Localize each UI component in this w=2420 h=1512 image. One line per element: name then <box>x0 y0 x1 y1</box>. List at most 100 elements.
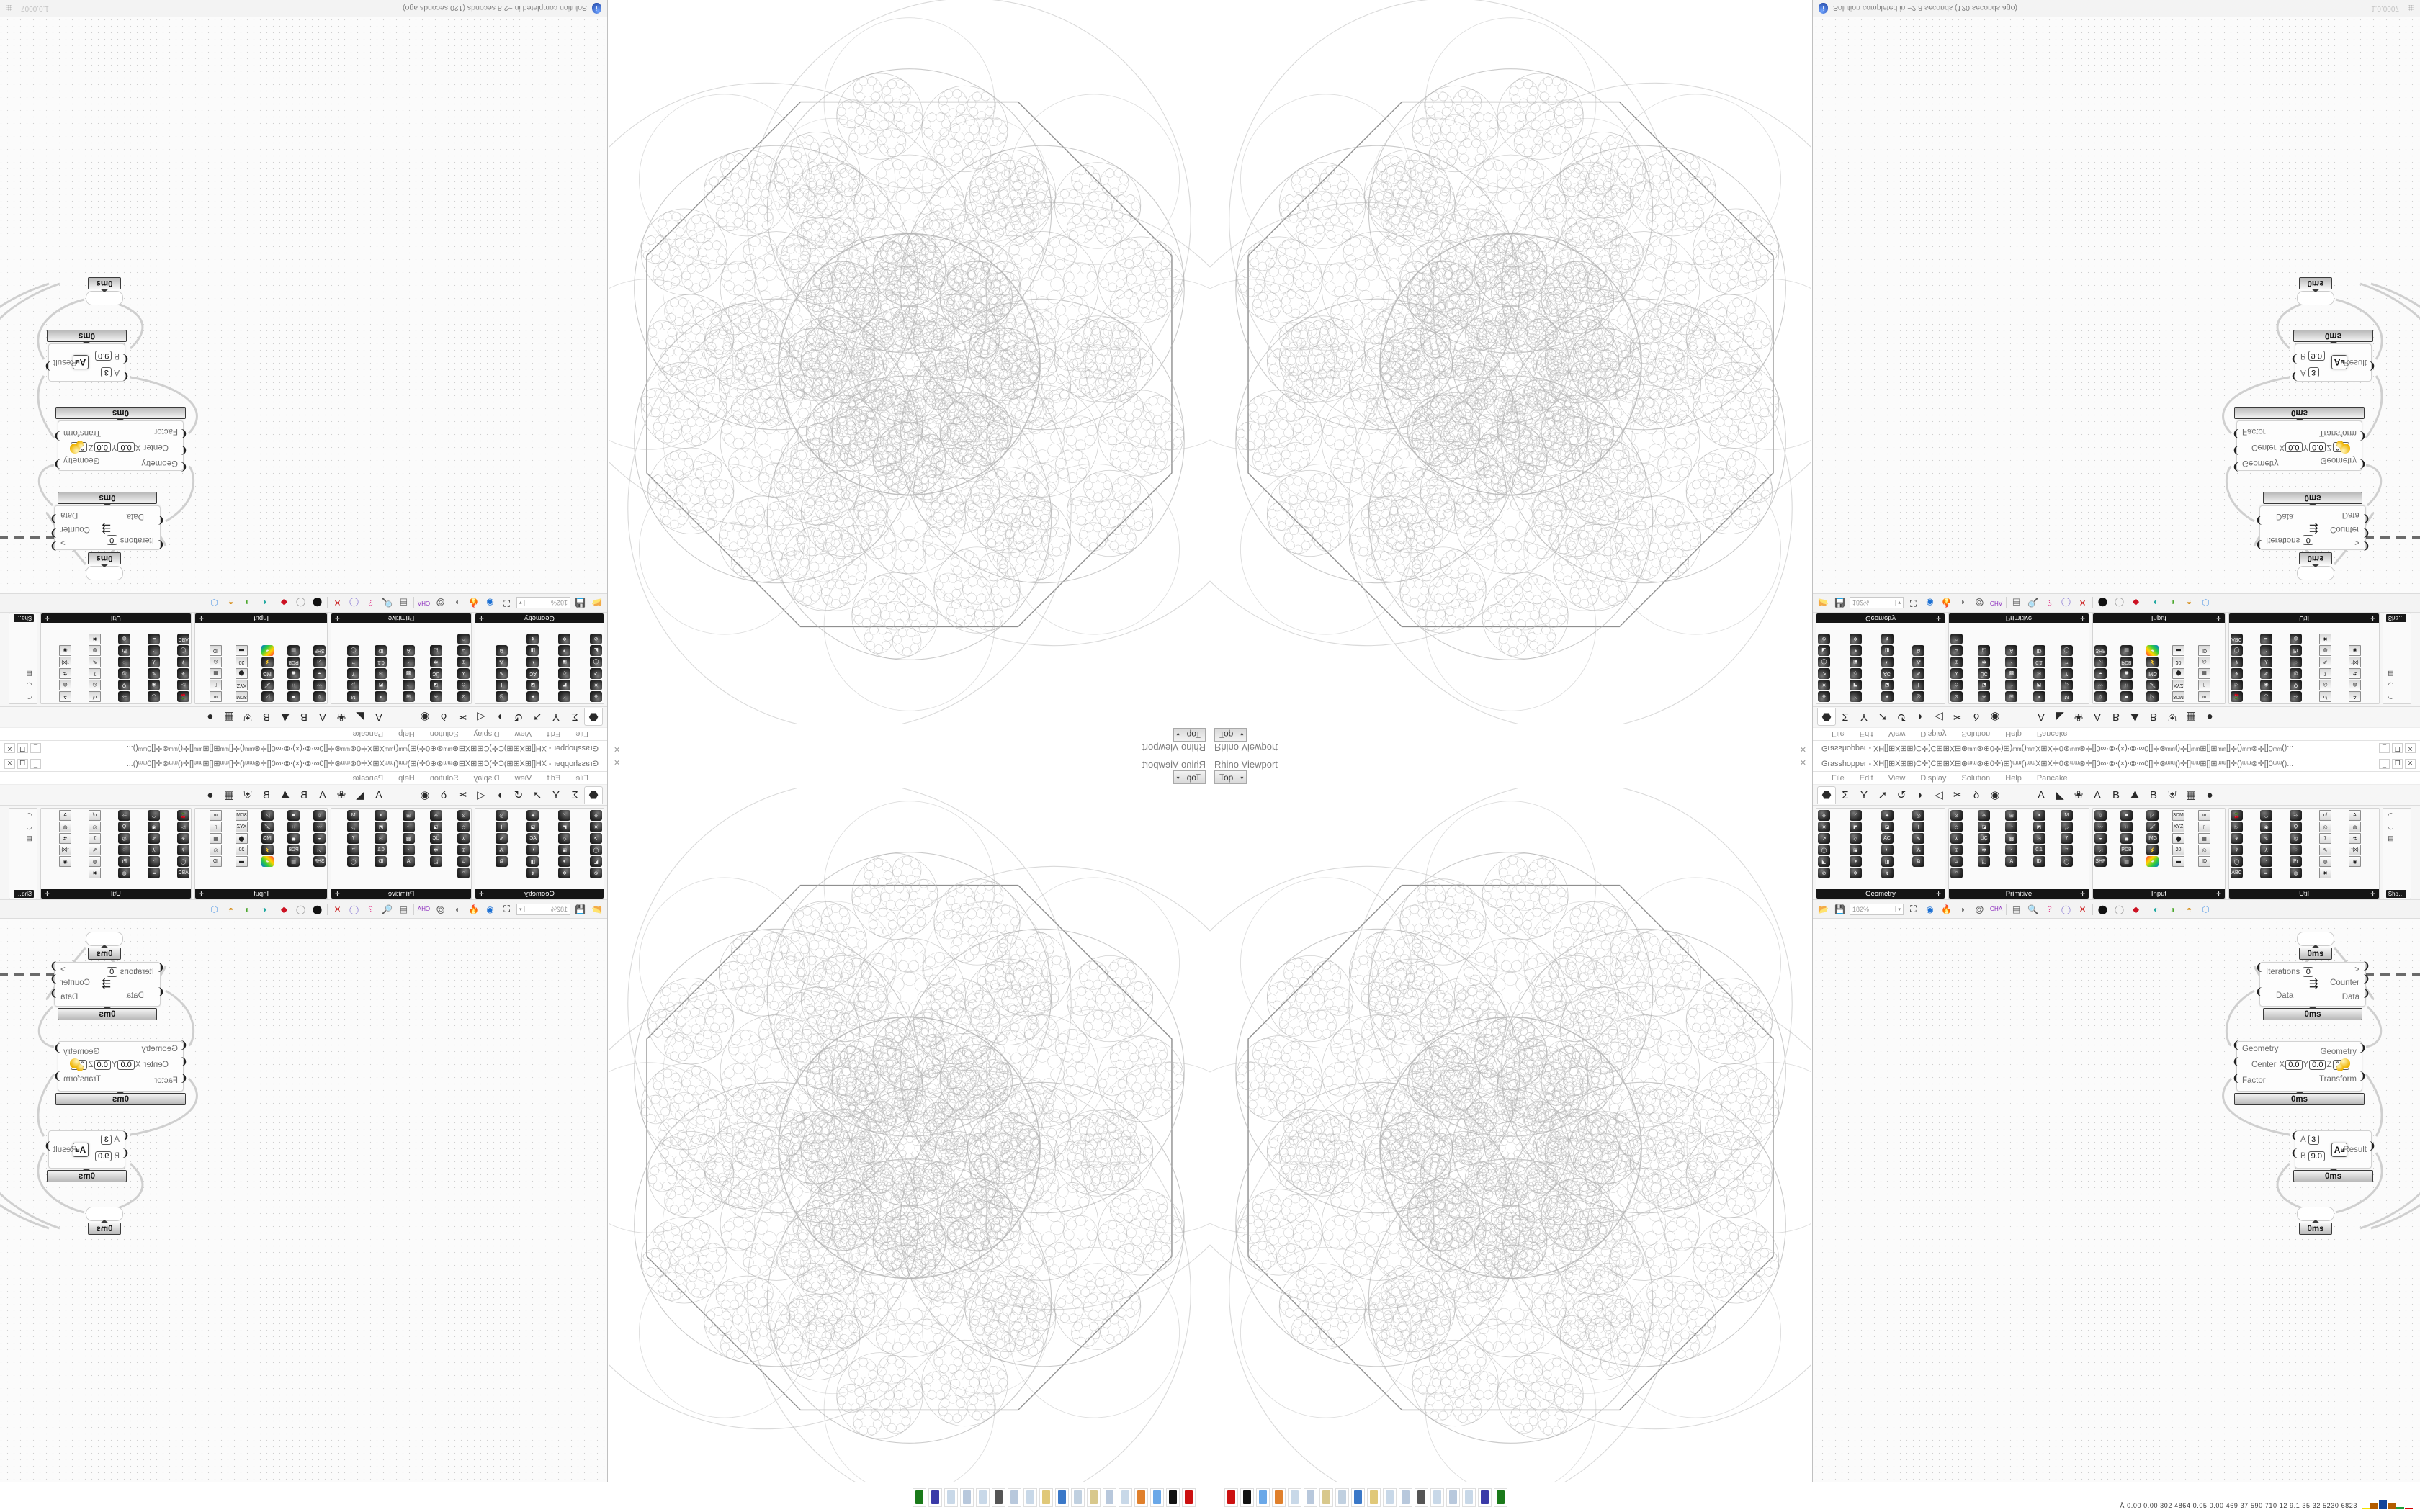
component-icon[interactable]: ◍ <box>2349 822 2361 832</box>
node-timer-badge[interactable]: 0ms <box>2299 945 2332 960</box>
rhino-viewport-panel[interactable]: Rhino Viewport ✕ Top ▾ <box>1210 756 1811 1512</box>
screenshot-icon[interactable]: ▤ <box>2012 904 2021 914</box>
cluster-icon[interactable]: ✕ <box>2079 904 2087 914</box>
palette-expand-icon[interactable]: ✛ <box>1936 891 1941 897</box>
component-icon[interactable]: ⊞ <box>1950 845 1963 855</box>
component-icon[interactable]: ▤ <box>2120 856 2133 867</box>
loop-marker[interactable] <box>2297 1207 2334 1221</box>
component-icon[interactable]: IMG <box>2146 833 2159 844</box>
center-y-input[interactable]: 0.0 <box>2309 1060 2326 1070</box>
surface-tab[interactable]: ◗ <box>1917 788 1924 801</box>
chevron-down-icon[interactable]: ▾ <box>1176 731 1183 738</box>
preview-eye-icon[interactable]: ◉ <box>1926 904 1934 914</box>
component-icon[interactable]: ℘ <box>2060 822 2073 832</box>
rhino-view-dropdown[interactable]: Top ▾ <box>1173 728 1206 742</box>
document-icon[interactable]: ◗ <box>1960 904 1966 914</box>
component-icon[interactable]: ▦ <box>2198 833 2210 844</box>
component-icon[interactable]: ✳ <box>1978 810 1991 821</box>
palette-extra[interactable]: ◠ ◡ ▤ Sho… <box>2383 808 2411 899</box>
app-unit[interactable]: Rhino Viewport ✕ Top ▾ Grasshopper - XH[… <box>0 0 1210 756</box>
plugin-a2-tab[interactable]: A <box>2093 788 2101 801</box>
chevron-down-icon[interactable]: ▾ <box>1895 906 1901 912</box>
component-tab-bar[interactable]: ⬣ Σ Y ➚ ↺ ◗ ◁ ✂ δ ◉ A ◣ ❀ A B ⛰ B ⛨ ▦ ● <box>1813 785 2420 806</box>
component-icon[interactable]: Q <box>2290 822 2302 832</box>
menu-item-help[interactable]: Help <box>2005 773 2022 783</box>
quadrant-top-left[interactable]: Rhino Viewport ✕ Top ▾ Grasshopper - XH[… <box>0 0 1210 756</box>
component-icon[interactable]: ⅄ <box>1950 833 1963 844</box>
shade-black-icon[interactable]: ⬤ <box>2097 904 2108 914</box>
component-icon[interactable]: ▤ <box>2385 833 2397 844</box>
palette-expand-icon[interactable]: ✛ <box>2370 891 2375 897</box>
b-input[interactable]: 9.0 <box>2308 1151 2325 1161</box>
menu-item-edit[interactable]: Edit <box>1859 773 1873 783</box>
component-icon[interactable]: c/ <box>2319 810 2331 821</box>
component-icon[interactable]: ✎ <box>2260 833 2272 844</box>
component-icon[interactable]: ▬ <box>2172 856 2184 867</box>
palette-grid[interactable]: 🍒 ◡ ⇨ c/A ▷ ◉ Q ◎ ◍ ⚘ ✎ ◷ 7 ⚗ ⚘ ⅄ ◌ ✎ f(x) ◯ ◔ Pr ◍ ◉ ABC ➨ ◍ ✖ <box>2229 809 2379 889</box>
bake-icon[interactable]: 🔥 <box>1941 904 1952 914</box>
component-icon[interactable]: ◰ <box>1978 856 1991 867</box>
component-icon[interactable]: ◩ <box>1849 822 1862 832</box>
component-icon[interactable]: f(x) <box>2349 845 2361 855</box>
chevron-down-icon[interactable]: ▾ <box>1237 774 1243 781</box>
grasshopper-window[interactable]: Grasshopper - XH[]⊞X⊞⊞)C✛)C⊞⊞X⊞⊛ᵚᵚ⊛⊕0✛)⊞… <box>1812 756 2420 1512</box>
component-icon[interactable]: 3DM <box>2172 810 2184 821</box>
component-icon[interactable]: ↯ <box>1881 868 1894 878</box>
component-icon[interactable]: ◕ <box>2146 856 2159 867</box>
rhino-canvas[interactable] <box>609 0 1210 724</box>
intersect-tab[interactable]: ✂ <box>1953 789 1963 801</box>
menu-item-file[interactable]: File <box>1832 773 1845 783</box>
component-icon[interactable]: 🖌 <box>2146 822 2159 832</box>
component-icon[interactable]: ◯ <box>2231 856 2243 867</box>
component-icon[interactable]: ■ <box>2120 810 2133 821</box>
component-icon[interactable]: ◎ <box>2319 822 2331 832</box>
hexagon-tab[interactable]: ⬣ <box>1817 786 1836 804</box>
menu-item-solution[interactable]: Solution <box>1961 773 1991 783</box>
palette-geometry[interactable]: ◈ ⟋ ✦ ◎ ✕ ◩ ◪ ✛ ↗ ◇ AC ∿ ◯ ▣ ◐ ⁂ ◣ ◑ ◨ ⧉ ⊘ ❄ ↯ Geometry ✛ <box>1816 808 1945 899</box>
component-icon[interactable]: ➨ <box>2260 868 2272 878</box>
component-icon[interactable]: c/ <box>1950 856 1963 867</box>
component-icon[interactable]: ◯ <box>2060 856 2073 867</box>
component-icon[interactable]: ✦ <box>1881 810 1894 821</box>
component-icon[interactable]: ⊞ <box>2005 810 2018 821</box>
shade-red-icon[interactable]: ◆ <box>2132 904 2140 914</box>
component-icon[interactable]: ⬤ <box>2172 833 2184 844</box>
component-icon[interactable]: ▯ <box>2198 822 2210 832</box>
palette-grid[interactable]: ⊘ ✳ ⊞ ◗ M ◇ ◪ ◔ ◩ ℘ ⅄ ÜÇ ▩ ⚙ 7 ⊞ ✾ ◜ 0.1 ⌗ c/◰ A ID ◯ ◠ <box>1949 809 2089 889</box>
component-icon[interactable]: ✖ <box>2319 868 2331 878</box>
node-timer-badge[interactable]: 0ms <box>2263 1005 2362 1020</box>
component-icon[interactable]: ◇ <box>1950 822 1963 832</box>
search-icon[interactable]: 🔍 <box>2027 904 2038 914</box>
component-icon[interactable]: ✾ <box>1978 845 1991 855</box>
rhino-viewport-close-icon[interactable]: ✕ <box>1799 759 1806 768</box>
plugin-shield-tab[interactable]: ⛨ <box>2168 788 2177 801</box>
component-icon[interactable]: ◐ <box>1881 845 1894 855</box>
component-icon[interactable]: ◡ <box>2260 810 2272 821</box>
lightbulb-icon[interactable]: ◯ <box>2061 904 2071 914</box>
node-timer-badge[interactable]: 0ms <box>2299 1220 2332 1235</box>
component-icon[interactable]: ◈ <box>1818 810 1830 821</box>
component-icon[interactable]: 〰 <box>2094 822 2107 832</box>
rhino-viewport-panel[interactable]: Rhino Viewport ✕ Top ▾ <box>609 0 1210 756</box>
component-icon[interactable]: ◇ <box>1849 833 1862 844</box>
at-icon[interactable]: @ <box>1975 904 1984 914</box>
component-icon[interactable]: ◷ <box>2290 833 2302 844</box>
component-icon[interactable]: ◿ <box>2094 845 2107 855</box>
loop-marker[interactable] <box>2297 932 2334 946</box>
component-icon[interactable]: ⇨ <box>2290 810 2302 821</box>
component-icon[interactable]: ⚙ <box>2033 833 2045 844</box>
component-icon[interactable]: ◒ <box>2094 833 2107 844</box>
component-icon[interactable]: ↗ <box>1818 833 1830 844</box>
component-icon[interactable]: ⟋ <box>1849 810 1862 821</box>
plugin-green-tab[interactable]: ◣ <box>2056 789 2064 801</box>
palette-label-input[interactable]: Input ✛ <box>2093 889 2225 899</box>
rhino-viewport-close-icon[interactable]: ✕ <box>614 744 621 753</box>
component-icon[interactable]: ✕ <box>1818 822 1830 832</box>
component-icon[interactable]: XYZ <box>2172 822 2184 832</box>
grasshopper-canvas[interactable]: 0ms 0ms Iterations 0 > Counter Data Data ⇶ ❨ ❨ ❩ ❩ ❩ 0… <box>1813 919 2420 1495</box>
component-icon[interactable]: 7 <box>2060 833 2073 844</box>
component-icon[interactable]: ⚘ <box>2231 845 2243 855</box>
component-icon[interactable]: ▩ <box>2005 833 2018 844</box>
component-icon[interactable]: ◍ <box>2290 868 2302 878</box>
component-icon[interactable]: A <box>2349 810 2361 821</box>
